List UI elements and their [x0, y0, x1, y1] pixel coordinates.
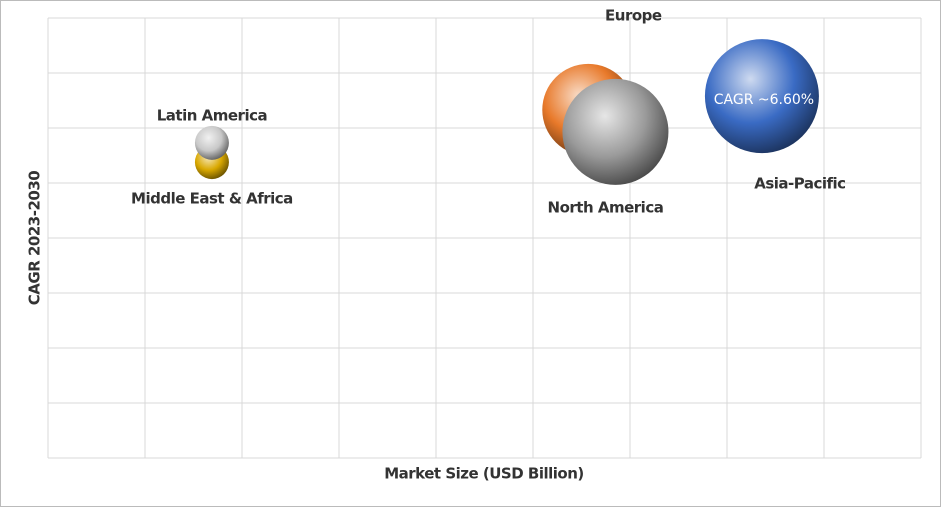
point-label: Latin America — [157, 106, 267, 124]
bubble — [704, 39, 819, 154]
annotation: CAGR ~6.60% — [714, 92, 814, 108]
point-label: Europe — [605, 6, 662, 24]
x-axis-title: Market Size (USD Billion) — [384, 465, 584, 483]
point-label: North America — [548, 198, 664, 216]
point-label: Middle East & Africa — [131, 190, 293, 208]
bubble — [562, 78, 669, 185]
point-label: Asia-Pacific — [754, 175, 845, 193]
bubble — [194, 125, 229, 160]
y-axis-title: CAGR 2023-2030 — [26, 171, 44, 305]
